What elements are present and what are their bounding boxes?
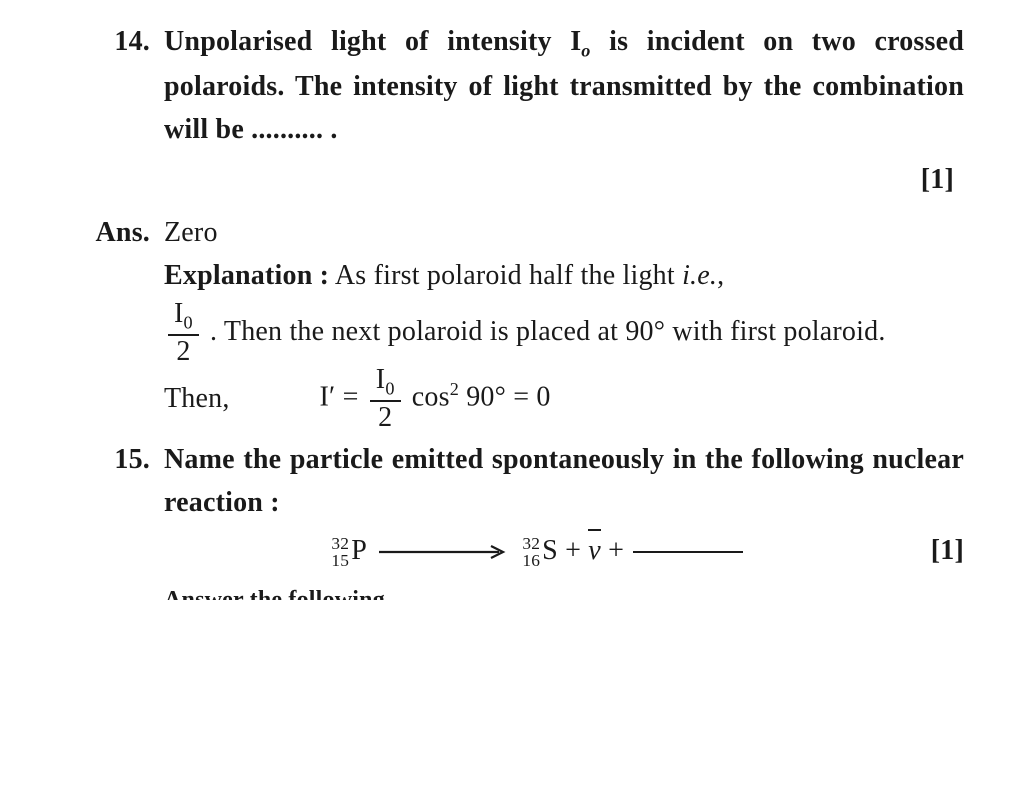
eq-fraction: I0 2 — [370, 366, 401, 432]
question-text: Unpolarised light of intensity Io is inc… — [164, 20, 964, 152]
element-S: S — [542, 535, 558, 566]
eq-sup: 2 — [450, 379, 459, 399]
eq-frac-top-sub: 0 — [385, 379, 394, 399]
question-number: 15. — [40, 438, 164, 481]
page: 14. Unpolarised light of intensity Io is… — [0, 0, 1024, 620]
equation-line: Then, I′ = I0 2 cos2 90° = 0 — [164, 366, 964, 432]
answer-value: Zero — [164, 211, 964, 254]
nuclide-S: 32 16 — [522, 535, 540, 570]
explanation: Explanation : As first polaroid half the… — [164, 254, 964, 297]
answer-14: Ans. Zero Explanation : As first polaroi… — [40, 211, 964, 432]
q15-marks: [1] — [911, 529, 964, 572]
nuclear-equation-row: 32 15 P 32 16 S + v + [1] — [164, 529, 964, 572]
explain-text-2: . Then the next polaroid is placed at 90… — [203, 316, 886, 347]
q14-text-a: Unpolarised light of intensity I — [164, 26, 581, 57]
equation: I′ = I0 2 cos2 90° = 0 — [320, 366, 551, 432]
atomic-number: 16 — [522, 552, 540, 569]
explain-text-1: As first polaroid half the light — [329, 260, 682, 291]
question-14: 14. Unpolarised light of intensity Io is… — [40, 20, 964, 152]
nuclide-P: 32 15 — [331, 535, 349, 570]
reaction-arrow-icon — [379, 545, 509, 559]
question-number: 14. — [40, 20, 164, 63]
q15-text: Name the particle emitted spontaneously … — [164, 438, 964, 525]
atomic-number: 15 — [331, 552, 349, 569]
explanation-line2: I0 2 . Then the next polaroid is placed … — [164, 298, 964, 366]
q14-marks: [1] — [40, 158, 964, 201]
cutoff-text: Answer the following — [164, 582, 964, 600]
eq-frac-bot: 2 — [370, 402, 401, 432]
nuclear-equation: 32 15 P 32 16 S + v + — [164, 529, 911, 572]
question-15: 15. Name the particle emitted spontaneou… — [40, 438, 964, 572]
eq-mid: cos — [405, 382, 450, 413]
q14-sub-o: o — [581, 41, 590, 61]
eq-lhs: I′ = — [320, 382, 366, 413]
plus-1: + — [558, 535, 588, 566]
frac-top: I — [174, 298, 184, 329]
eq-frac-top: I — [376, 364, 386, 395]
answer-body: Zero Explanation : As first polaroid hal… — [164, 211, 964, 432]
explanation-label: Explanation : — [164, 260, 329, 291]
fraction-I0-2: I0 2 — [168, 300, 199, 366]
frac-bot: 2 — [168, 336, 199, 366]
eq-angle: 90° = 0 — [459, 382, 551, 413]
comma: , — [717, 260, 724, 291]
mass-number: 32 — [522, 535, 540, 552]
then-label: Then, — [164, 377, 230, 420]
antineutrino: v — [588, 529, 601, 572]
plus-2: + — [601, 535, 631, 566]
question-body: Name the particle emitted spontaneously … — [164, 438, 964, 572]
answer-label: Ans. — [40, 211, 164, 254]
frac-top-sub: 0 — [184, 313, 193, 333]
blank-line — [633, 551, 743, 553]
mass-number: 32 — [331, 535, 349, 552]
element-P: P — [351, 535, 366, 566]
ie: i.e. — [682, 260, 717, 291]
